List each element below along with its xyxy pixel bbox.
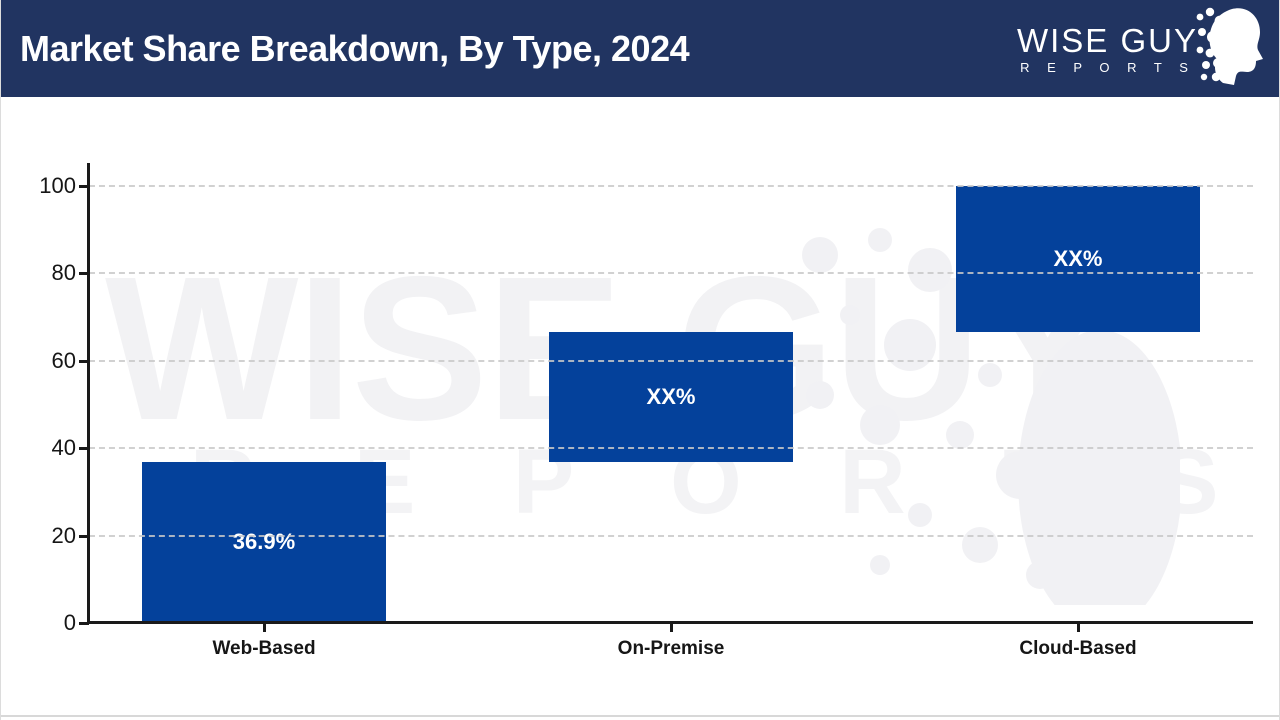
y-axis-label-0: 0 bbox=[63, 610, 76, 635]
gridline-80 bbox=[89, 272, 1253, 275]
y-tick-60 bbox=[79, 359, 89, 363]
bar-value-label-cloud-based: XX% bbox=[1053, 245, 1103, 271]
x-axis-label-web-based: Web-Based bbox=[212, 638, 316, 659]
bar-value-label-on-premise: XX% bbox=[646, 383, 696, 409]
watermark-face-icon bbox=[760, 215, 1182, 630]
footer-divider bbox=[0, 715, 1280, 717]
y-tick-100 bbox=[79, 185, 89, 188]
x-axis-line bbox=[88, 621, 1253, 624]
page-title: Market Share Breakdown, By Type, 2024 bbox=[20, 27, 690, 69]
logo-brand-name: WISE GUY bbox=[1016, 21, 1198, 59]
wiseguy-logo: WISE GUY R E P O R T S bbox=[1017, 5, 1266, 92]
x-tick-web-based bbox=[263, 624, 266, 632]
header: Market Share Breakdown, By Type, 2024 WI… bbox=[0, 0, 1280, 97]
bar-value-label-web-based: 36.9% bbox=[232, 529, 296, 555]
wiseguy-face-icon bbox=[1192, 5, 1266, 92]
y-axis-label-60: 60 bbox=[51, 347, 76, 373]
bar-web-based: 36.9% bbox=[142, 461, 386, 623]
gridline-100 bbox=[89, 185, 1253, 187]
bar-on-premise: XX% bbox=[549, 331, 793, 462]
y-tick-40 bbox=[79, 447, 89, 451]
y-tick-0 bbox=[79, 622, 89, 625]
gridline-40 bbox=[89, 447, 1253, 450]
bar-cloud-based: XX% bbox=[956, 186, 1200, 332]
gridline-20 bbox=[89, 534, 1253, 537]
y-axis-label-20: 20 bbox=[51, 522, 76, 548]
y-axis-label-100: 100 bbox=[39, 173, 76, 198]
y-tick-80 bbox=[79, 272, 89, 276]
logo-brand-subtitle: R E P O R T S bbox=[1020, 59, 1195, 75]
wiseguy-logo-text: WISE GUY R E P O R T S bbox=[1017, 24, 1198, 74]
gridline-60 bbox=[89, 359, 1253, 362]
x-tick-on-premise bbox=[670, 624, 673, 632]
x-axis-label-on-premise: On-Premise bbox=[617, 638, 725, 659]
y-axis-label-80: 80 bbox=[51, 260, 76, 286]
x-axis-label-cloud-based: Cloud-Based bbox=[1019, 638, 1137, 659]
y-axis-line bbox=[87, 163, 90, 624]
x-tick-cloud-based bbox=[1077, 624, 1080, 632]
y-axis-label-40: 40 bbox=[51, 435, 76, 461]
y-tick-20 bbox=[79, 534, 89, 538]
